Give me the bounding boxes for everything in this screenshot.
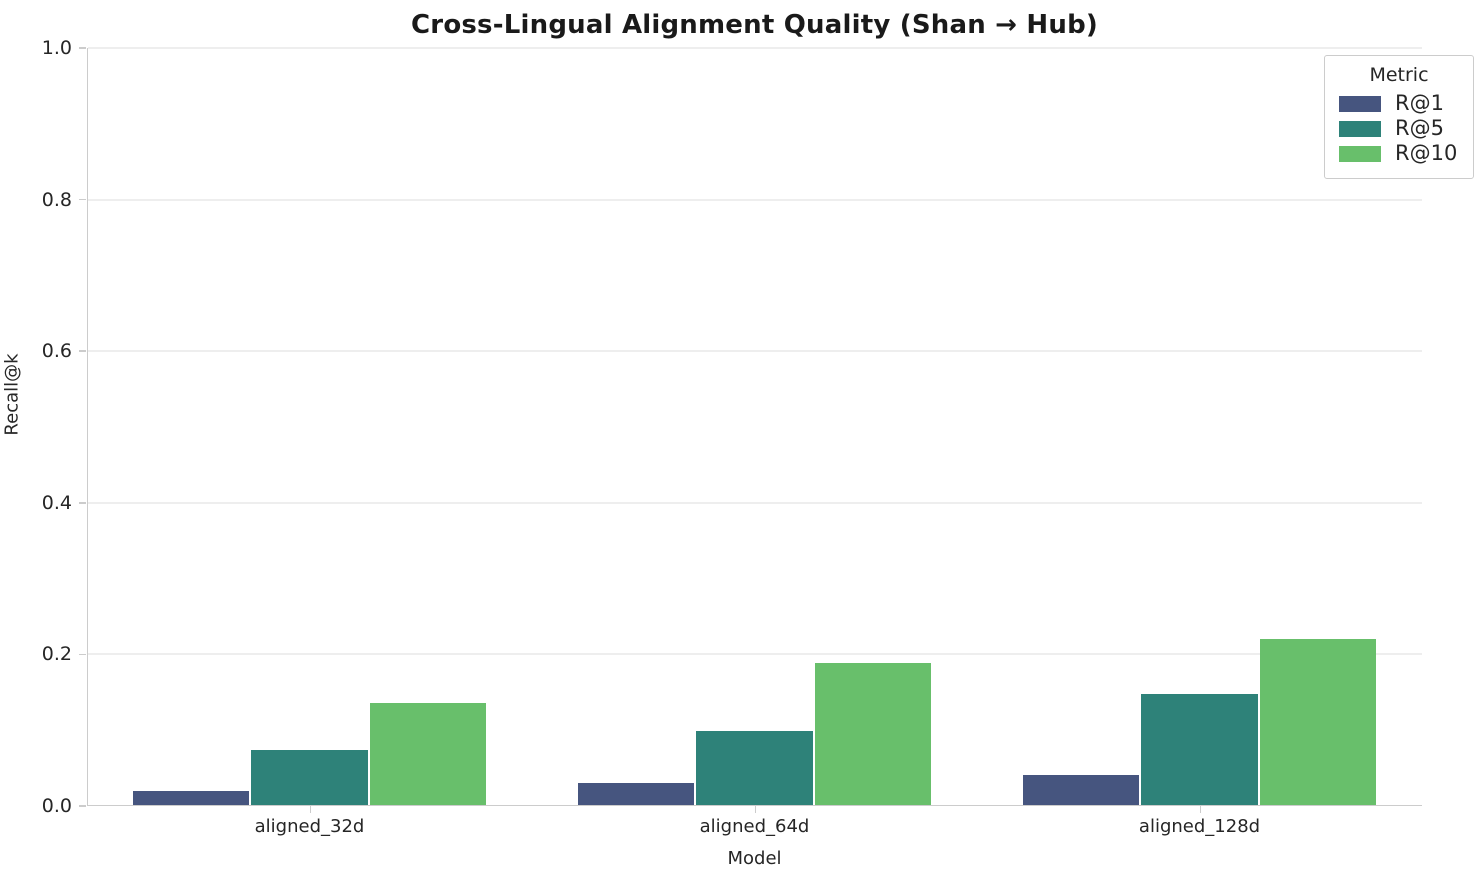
y-axis-tick-mark xyxy=(79,653,86,656)
legend-swatch-icon xyxy=(1339,145,1381,162)
legend-item[interactable]: R@5 xyxy=(1339,118,1459,139)
x-axis-tick-label: aligned_128d xyxy=(1138,816,1261,837)
x-axis-tick-label: aligned_32d xyxy=(254,816,365,837)
y-axis-tick-mark xyxy=(79,198,86,201)
x-axis-tick-mark xyxy=(309,806,312,813)
x-axis-label: Model xyxy=(727,848,782,869)
legend-item-label: R@1 xyxy=(1395,91,1444,115)
bars-layer xyxy=(88,48,1422,805)
bar xyxy=(577,783,695,805)
bar xyxy=(251,750,368,805)
bar xyxy=(1022,774,1140,805)
y-axis-tick-mark xyxy=(79,805,86,807)
y-axis-tick-mark xyxy=(79,350,86,352)
legend-swatch-icon xyxy=(1339,95,1381,112)
x-axis-tick-labels: aligned_32d aligned_64d aligned_128d xyxy=(87,816,1422,846)
y-axis-tick-label: 0.2 xyxy=(41,643,72,666)
legend-item[interactable]: R@10 xyxy=(1339,143,1459,164)
x-axis-tick-mark xyxy=(754,806,757,813)
bar xyxy=(1141,694,1258,805)
bar xyxy=(1259,639,1377,805)
y-axis-tick-mark xyxy=(79,502,86,504)
bar xyxy=(814,662,932,805)
legend-entries: R@1 R@5 R@10 xyxy=(1339,93,1459,164)
y-axis-tick-label: 0.8 xyxy=(41,188,72,211)
legend-item-label: R@10 xyxy=(1395,141,1458,165)
y-axis-tick-label: 0.4 xyxy=(41,491,72,514)
legend-swatch-icon xyxy=(1339,120,1381,137)
legend-item-label: R@5 xyxy=(1395,116,1444,140)
y-axis-tick-label: 0.0 xyxy=(41,795,72,817)
legend-title: Metric xyxy=(1369,64,1429,86)
x-axis-tick-label: aligned_64d xyxy=(699,816,810,837)
chart-title: Cross-Lingual Alignment Quality (Shan → … xyxy=(411,10,1098,40)
y-axis-label: Recall@k xyxy=(1,353,23,436)
y-axis-tick-mark xyxy=(79,47,86,49)
y-axis-tick-label: 1.0 xyxy=(41,37,72,59)
x-axis-tick-mark xyxy=(1199,806,1202,813)
legend-item[interactable]: R@1 xyxy=(1339,93,1459,114)
plot-area xyxy=(87,47,1422,806)
bar xyxy=(369,702,487,805)
y-axis-tick-label: 0.6 xyxy=(41,340,72,363)
y-axis-tick-labels: 0.0 0.2 0.4 0.6 0.8 1.0 xyxy=(0,37,72,817)
bar xyxy=(132,791,250,805)
bar xyxy=(696,730,813,805)
legend: Metric R@1 R@5 R@10 xyxy=(1324,55,1474,179)
y-axis-tick-marks xyxy=(0,47,87,807)
